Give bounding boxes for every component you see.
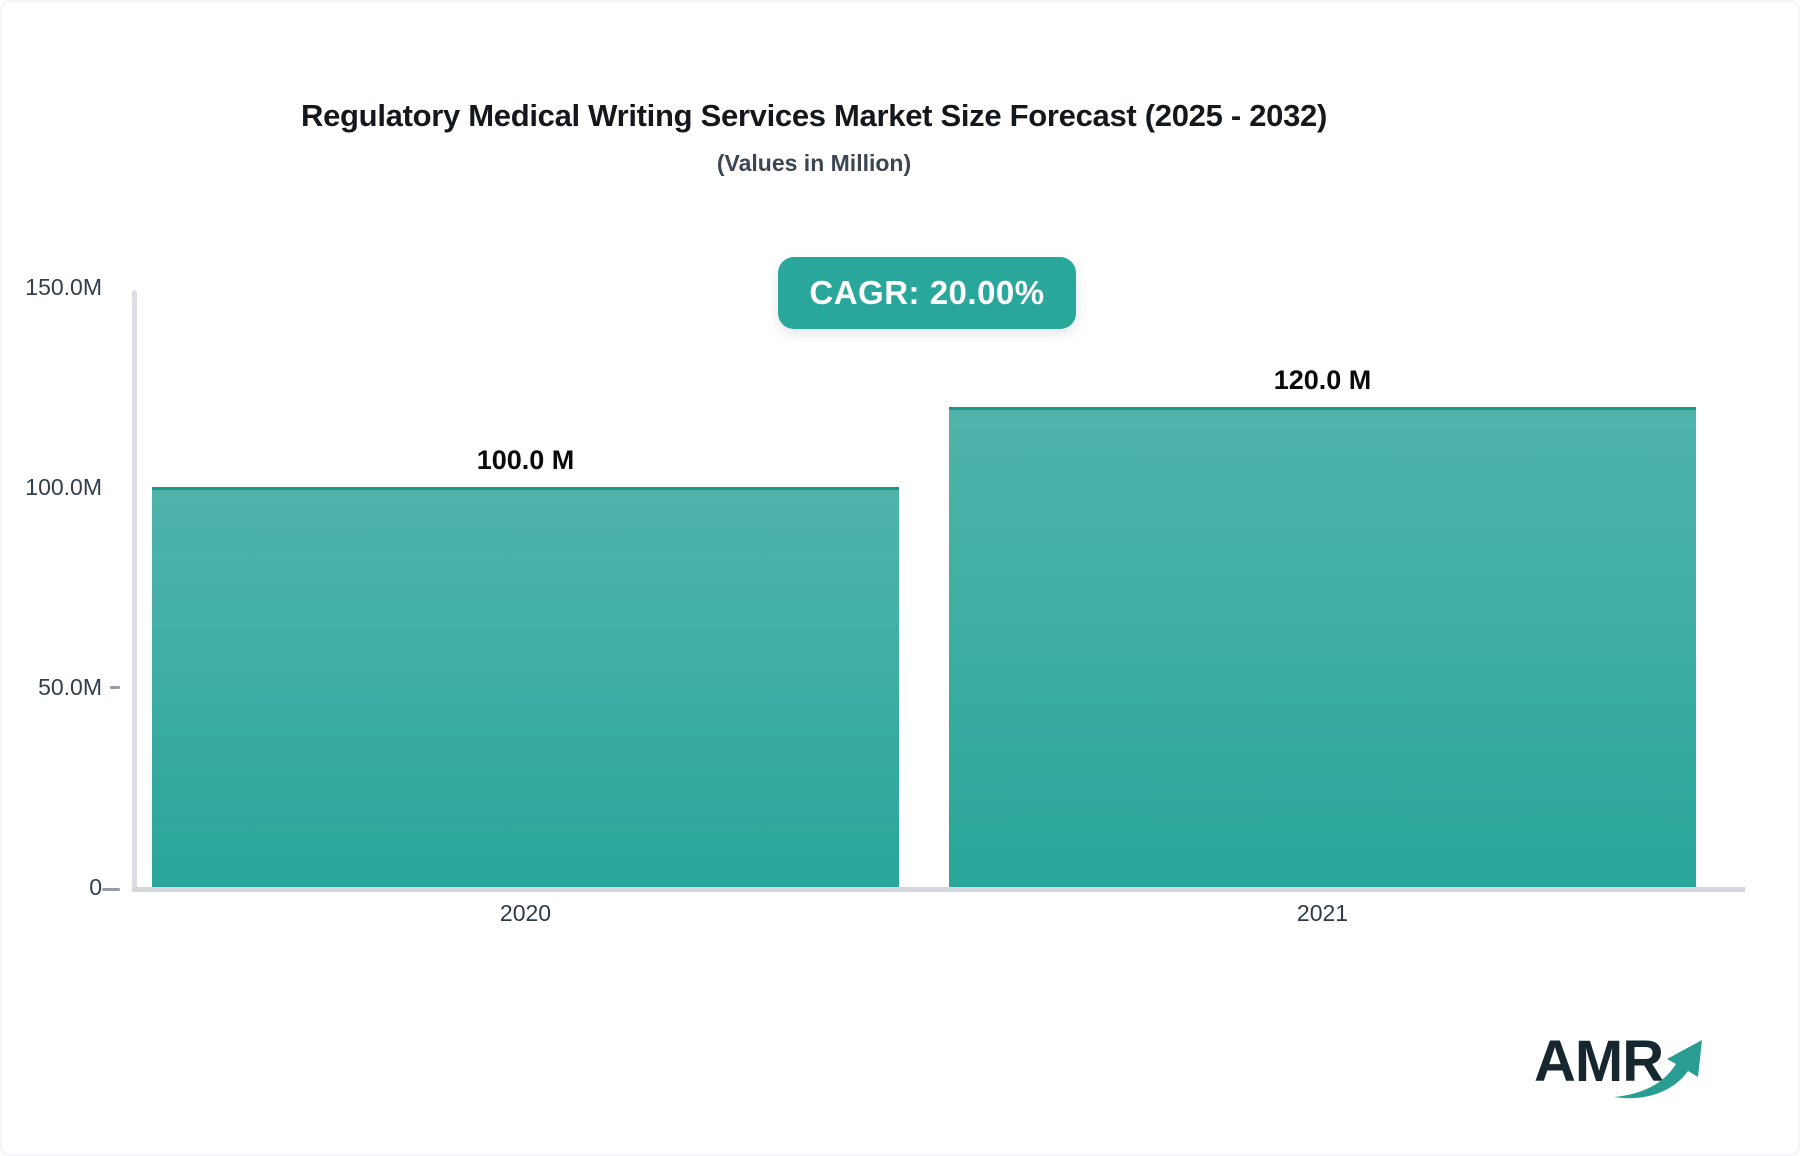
y-axis-tickmark-0 bbox=[102, 888, 120, 891]
x-axis-tick-2021: 2021 bbox=[1296, 900, 1349, 926]
plot-area: 100.0 M 120.0 M bbox=[2, 287, 1745, 887]
amr-logo: AMR bbox=[1534, 1028, 1754, 1118]
bar-2021: 120.0 M bbox=[949, 365, 1696, 887]
bar-2020: 100.0 M bbox=[152, 445, 899, 887]
y-axis-tick-100: 100.0M bbox=[25, 474, 102, 500]
bar-value-label-2020: 100.0 M bbox=[476, 445, 575, 475]
trend-up-arrow-icon bbox=[1614, 1040, 1702, 1099]
amr-logo-text: AMR bbox=[1534, 1029, 1664, 1094]
y-axis-tick-50: 50.0M bbox=[38, 674, 102, 700]
y-axis-tick-0: 0 bbox=[89, 874, 102, 900]
cagr-badge: CAGR: 20.00% bbox=[778, 257, 1076, 329]
y-axis-tickmark-50 bbox=[110, 686, 120, 689]
x-axis-line bbox=[132, 887, 1745, 892]
chart-subtitle: (Values in Million) bbox=[716, 150, 912, 176]
y-axis-tick-150: 150.0M bbox=[25, 274, 102, 300]
cagr-badge-label: CAGR: 20.00% bbox=[809, 274, 1045, 311]
x-axis-tick-2020: 2020 bbox=[499, 900, 552, 926]
y-axis-line bbox=[132, 290, 137, 892]
chart-title: Regulatory Medical Writing Services Mark… bbox=[301, 98, 1327, 133]
bar-value-label-2021: 120.0 M bbox=[1273, 365, 1372, 395]
